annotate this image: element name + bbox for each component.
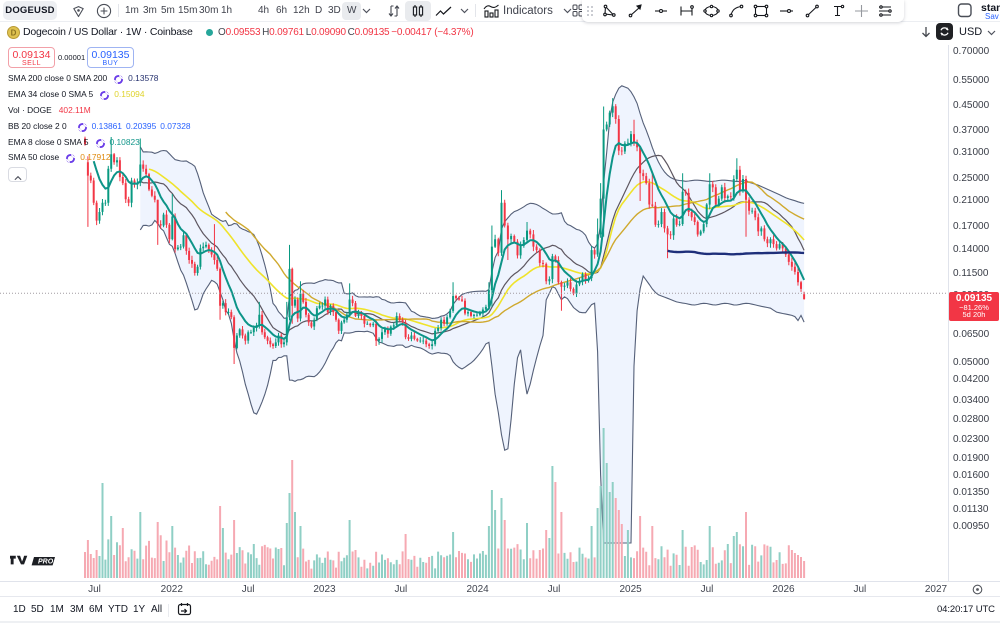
svg-text:PRO: PRO — [38, 559, 54, 566]
svg-text:D: D — [11, 28, 17, 37]
